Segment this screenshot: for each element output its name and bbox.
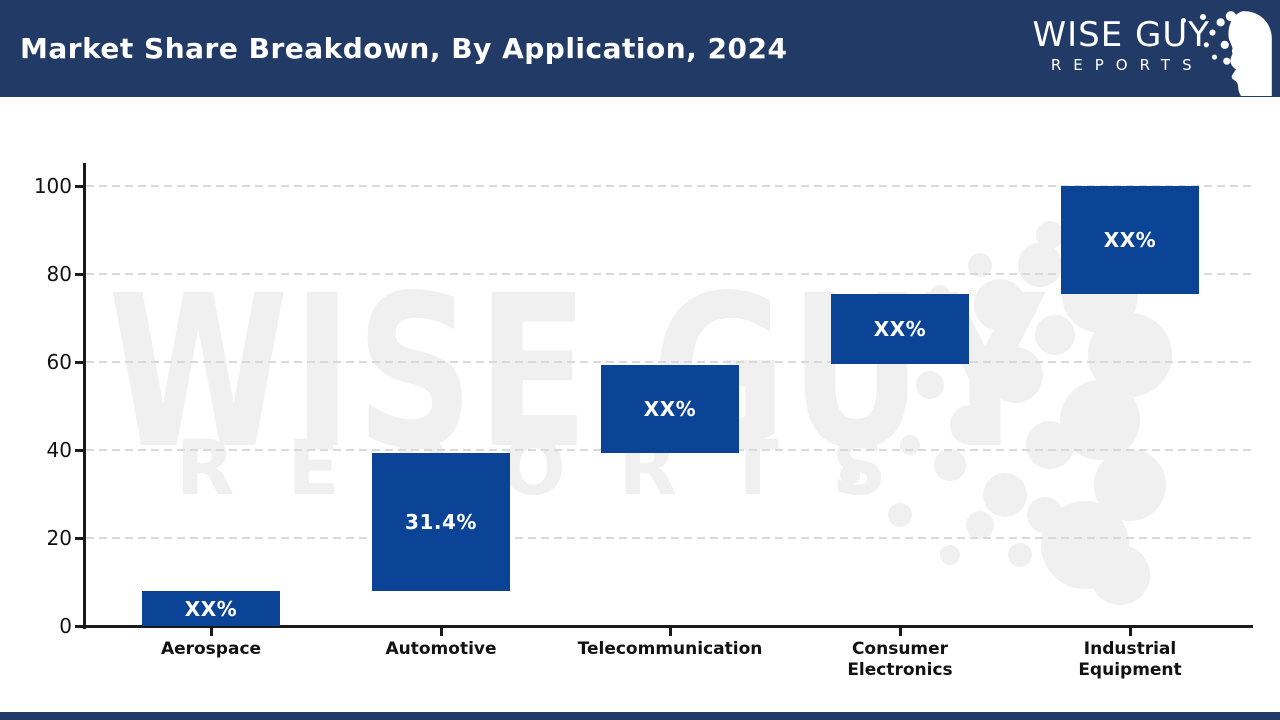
y-axis-tick-label: 40: [46, 438, 72, 462]
y-gridline: [86, 537, 1253, 539]
x-axis-category-label: Consumer Electronics: [847, 639, 953, 680]
head-profile-icon: [1203, 11, 1272, 96]
bar-industrial-equipment: XX%: [1061, 186, 1199, 295]
bar-value-label: XX%: [184, 596, 238, 621]
x-axis-category-label: Aerospace: [160, 639, 262, 659]
logo-dot-icon: [1200, 14, 1206, 20]
bar-value-label: XX%: [1103, 228, 1157, 253]
x-tick-mark: [440, 628, 443, 636]
bar-aerospace: XX%: [142, 591, 280, 626]
x-axis-line: [83, 625, 1253, 628]
bar-value-label: XX%: [643, 396, 697, 421]
y-tick-mark: [75, 361, 83, 364]
bar-consumer-electronics: XX%: [831, 294, 969, 364]
x-tick-mark: [899, 628, 902, 636]
x-axis-category-label: Automotive: [385, 639, 497, 659]
bar-value-label: XX%: [873, 316, 927, 341]
y-axis-tick-label: 0: [59, 614, 72, 638]
x-axis-category-label: Industrial Equipment: [1078, 639, 1182, 680]
bar-value-label: 31.4%: [405, 510, 477, 535]
x-axis-category-label: Telecommunication: [577, 639, 763, 659]
logo-text: WISE GUY REPORTS: [1032, 18, 1210, 74]
y-axis-tick-label: 20: [46, 526, 72, 550]
footer-bar: [0, 712, 1280, 720]
x-tick-mark: [669, 628, 672, 636]
y-tick-mark: [75, 273, 83, 276]
y-tick-mark: [75, 625, 83, 628]
watermark-subtitle: REPORTS: [176, 423, 940, 512]
page-title: Market Share Breakdown, By Application, …: [20, 32, 788, 65]
y-tick-mark: [75, 537, 83, 540]
y-axis-tick-label: 100: [33, 174, 72, 198]
y-gridline: [86, 361, 1253, 363]
y-tick-mark: [75, 185, 83, 188]
logo-subtitle: REPORTS: [1050, 56, 1204, 74]
chart-plot-area: 0 20 40 60 80 100 Aerospace XX% Automotive 31.4% T…: [0, 97, 1280, 712]
wise-guy-reports-logo: WISE GUY REPORTS: [1022, 6, 1272, 96]
header: Market Share Breakdown, By Application, …: [0, 0, 1280, 97]
y-gridline: [86, 185, 1253, 187]
x-tick-mark: [210, 628, 213, 636]
y-axis-tick-label: 80: [46, 262, 72, 286]
y-axis-tick-label: 60: [46, 350, 72, 374]
bar-telecommunication: XX%: [601, 364, 739, 453]
bar-automotive: 31.4%: [372, 453, 510, 592]
logo-dot-icon: [1181, 18, 1186, 23]
logo-wordmark: WISE GUY: [1032, 15, 1210, 55]
y-axis-line: [83, 163, 86, 629]
x-tick-mark: [1129, 628, 1132, 636]
y-tick-mark: [75, 449, 83, 452]
y-gridline: [86, 273, 1253, 275]
